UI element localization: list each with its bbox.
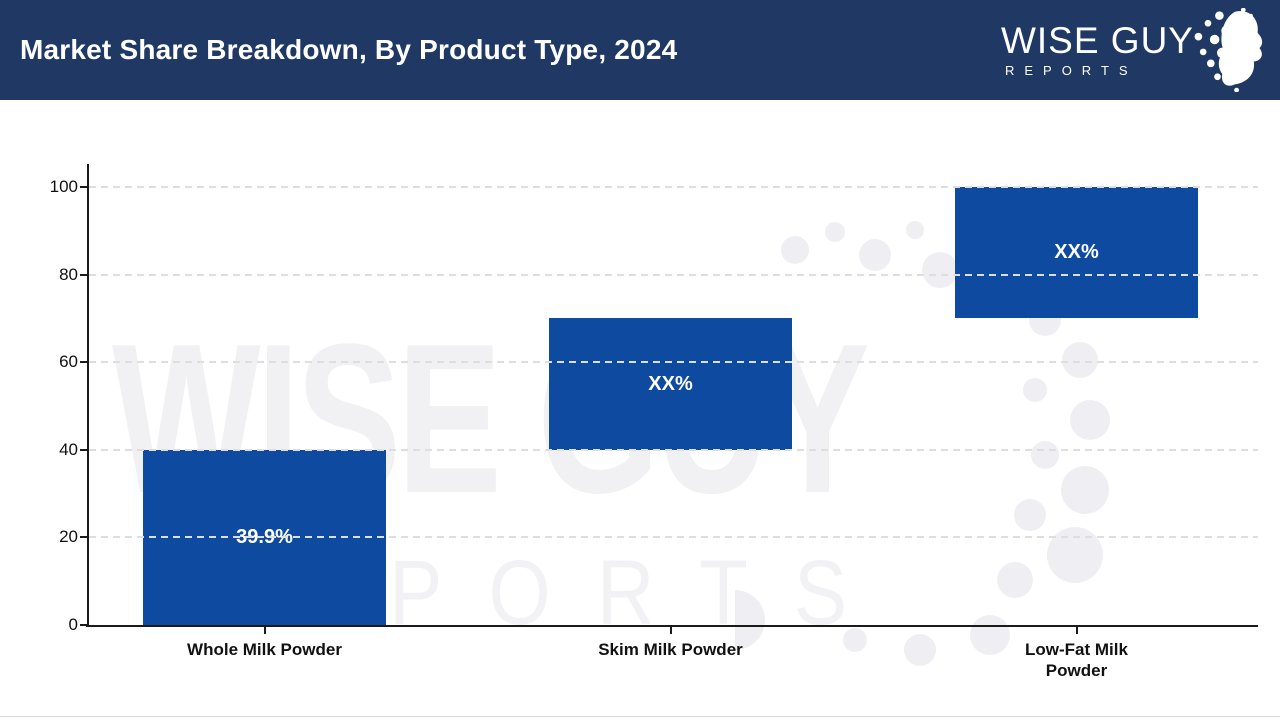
y-tick-mark [80, 186, 87, 188]
bar-value-label: XX% [648, 372, 693, 395]
y-axis-line [87, 164, 89, 626]
bar-low-fat-milk-powder: XX% [955, 187, 1198, 319]
y-tick-label: 100 [49, 177, 78, 196]
gridline [89, 536, 1258, 539]
y-tick-mark [80, 361, 87, 364]
gridline [89, 361, 1258, 364]
y-tick-label: 40 [59, 439, 78, 459]
x-category-label: Low-Fat Milk Powder [1025, 640, 1128, 681]
x-category-label: Whole Milk Powder [187, 640, 342, 659]
logo-subtitle: REPORTS [1004, 63, 1138, 78]
gridline [89, 448, 1258, 451]
page-title: Market Share Breakdown, By Product Type,… [20, 34, 678, 65]
y-tick-mark [80, 273, 87, 276]
y-tick-mark [80, 536, 87, 539]
x-tick-mark [1075, 627, 1078, 634]
gridline [89, 273, 1258, 276]
bottom-border-line [0, 716, 1280, 717]
wiseguy-face-icon [1194, 8, 1263, 92]
wiseguy-logo-text: WISE GUY REPORTS [1001, 22, 1194, 78]
y-tick-label: 80 [59, 264, 78, 284]
x-axis-line [86, 625, 1258, 627]
y-tick-mark [80, 448, 87, 451]
header-bar: Market Share Breakdown, By Product Type,… [0, 0, 1280, 100]
y-tick-label: 0 [68, 615, 78, 634]
x-tick-mark [669, 627, 672, 634]
x-category-label: Skim Milk Powder [598, 640, 743, 659]
x-tick-mark [263, 627, 266, 634]
y-tick-label: 60 [59, 352, 78, 372]
bar-value-label: XX% [1054, 241, 1099, 264]
y-tick-mark [80, 624, 87, 626]
bar-skim-milk-powder: XX% [549, 318, 792, 450]
y-tick-label: 20 [59, 527, 78, 547]
wiseguy-logo: WISE GUY REPORTS [1001, 8, 1266, 92]
logo-wordmark: WISE GUY [1000, 20, 1194, 61]
gridline [89, 186, 1258, 188]
